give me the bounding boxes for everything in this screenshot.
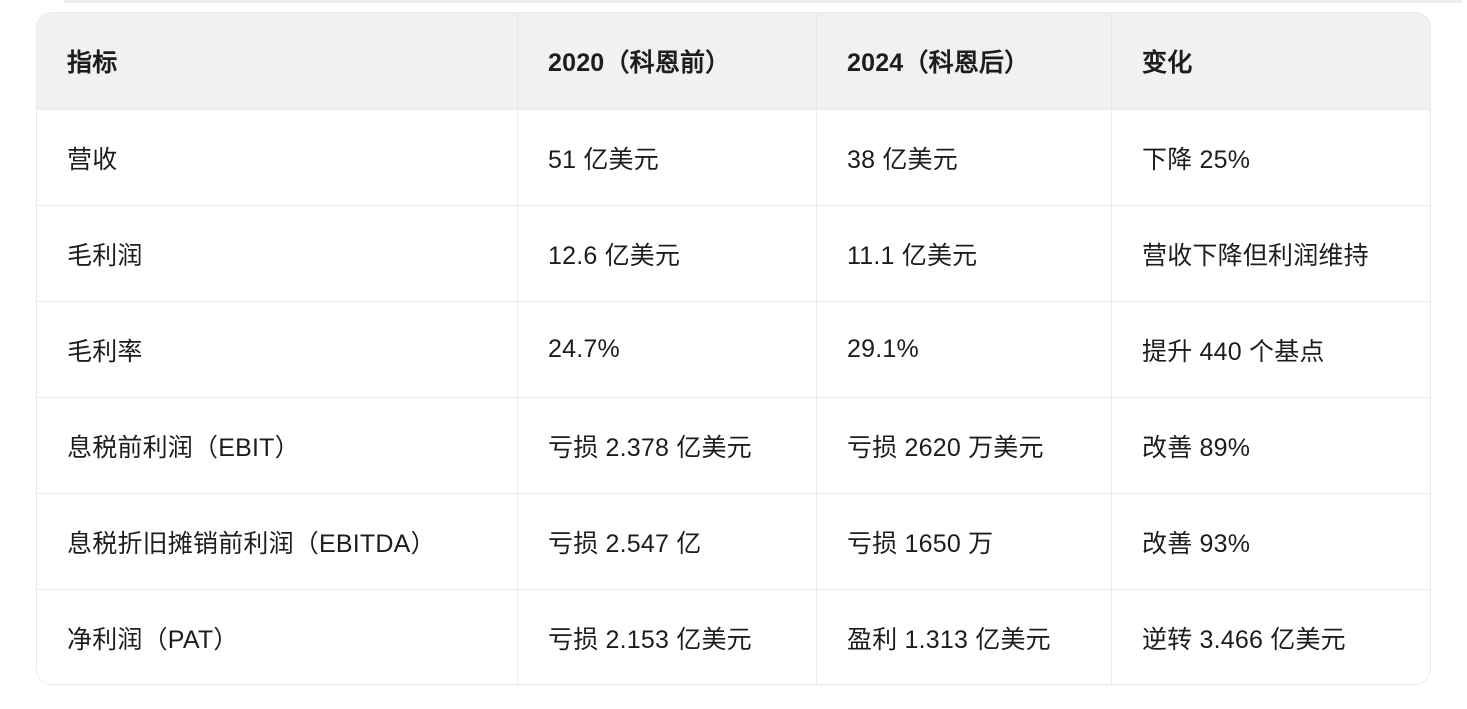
- table-cell: 毛利率: [37, 301, 518, 397]
- table-cell: 息税折旧摊销前利润（EBITDA）: [37, 493, 518, 589]
- comparison-table: 指标 2020（科恩前） 2024（科恩后） 变化 营收 51 亿美元 38 亿…: [36, 12, 1431, 685]
- header-cell-change: 变化: [1112, 13, 1430, 109]
- table-cell: 逆转 3.466 亿美元: [1112, 589, 1430, 684]
- table-cell: 亏损 1650 万: [817, 493, 1112, 589]
- header-cell-2024: 2024（科恩后）: [817, 13, 1112, 109]
- table-cell: 11.1 亿美元: [817, 205, 1112, 301]
- table-cell: 营收下降但利润维持: [1112, 205, 1430, 301]
- table-cell: 盈利 1.313 亿美元: [817, 589, 1112, 684]
- table-cell: 息税前利润（EBIT）: [37, 397, 518, 493]
- table-cell: 亏损 2.153 亿美元: [518, 589, 817, 684]
- table-cell: 毛利润: [37, 205, 518, 301]
- table-cell: 净利润（PAT）: [37, 589, 518, 684]
- table-cell: 营收: [37, 109, 518, 205]
- table-cell: 12.6 亿美元: [518, 205, 817, 301]
- header-cell-2020: 2020（科恩前）: [518, 13, 817, 109]
- table-cell: 下降 25%: [1112, 109, 1430, 205]
- table-cell: 改善 89%: [1112, 397, 1430, 493]
- table-cell: 提升 440 个基点: [1112, 301, 1430, 397]
- table-cell: 29.1%: [817, 301, 1112, 397]
- table-cell: 改善 93%: [1112, 493, 1430, 589]
- table-cell: 亏损 2.547 亿: [518, 493, 817, 589]
- table-cell: 亏损 2.378 亿美元: [518, 397, 817, 493]
- table-cell: 24.7%: [518, 301, 817, 397]
- table-cell: 亏损 2620 万美元: [817, 397, 1112, 493]
- header-cell-indicator: 指标: [37, 13, 518, 109]
- cropped-element-top-edge: [64, 0, 1462, 3]
- table-cell: 38 亿美元: [817, 109, 1112, 205]
- table-cell: 51 亿美元: [518, 109, 817, 205]
